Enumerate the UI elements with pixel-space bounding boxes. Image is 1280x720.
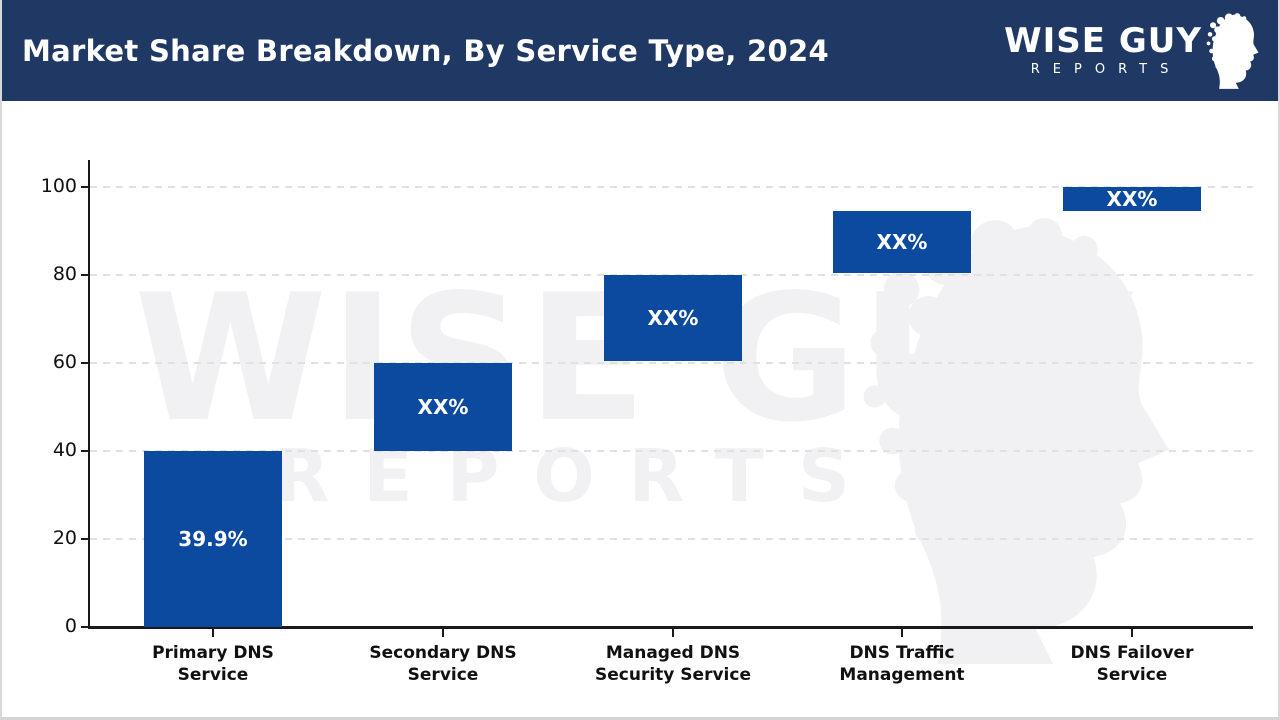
y-tick-mark [81,186,89,188]
header-bar: Market Share Breakdown, By Service Type,… [2,0,1278,101]
bar-value-label: XX% [647,305,699,330]
gridline-20 [90,538,1253,540]
bar-value-label: XX% [876,229,928,254]
y-tick-label: 40 [52,439,77,461]
watermark-face-icon [863,218,1170,664]
y-tick-mark [81,626,89,628]
x-category-label: DNS Failover Service [1070,643,1194,686]
y-tick-label: 20 [52,527,77,549]
y-axis-line [88,160,90,629]
page-title: Market Share Breakdown, By Service Type,… [22,33,829,68]
bar-value-label: XX% [1106,186,1158,211]
y-tick-mark [81,362,89,364]
gridline-60 [90,362,1253,364]
bar-1: 39.9% [144,451,282,627]
x-tick-mark [672,629,674,637]
bar-value-label: XX% [417,395,469,419]
wiseguy-logo: WISE GUY REPORTS [1004,12,1260,90]
x-tick-mark [442,629,444,637]
y-tick-mark [81,450,89,452]
bar-4: XX% [833,211,971,273]
x-category-label: Secondary DNS Service [369,643,517,686]
x-category-label: Primary DNS Service [152,643,274,686]
bar-2: XX% [374,363,512,451]
y-tick-label: 100 [40,175,77,197]
x-axis-line [88,626,1253,629]
watermark-tagline-text: REPORTS [274,434,884,518]
y-tick-label: 80 [52,263,77,285]
x-tick-mark [901,629,903,637]
logo-tagline-text: REPORTS [1030,62,1182,77]
y-tick-mark [81,538,89,540]
x-tick-mark [212,629,214,637]
y-tick-label: 0 [64,615,77,637]
x-category-label: Managed DNS Security Service [595,643,751,686]
bar-3: XX% [604,275,742,361]
y-tick-mark [81,274,89,276]
x-tick-mark [1131,629,1133,637]
logo-name-text: WISE GUY [1004,21,1202,61]
x-category-label: DNS Traffic Management [839,643,965,686]
bar-value-label: 39.9% [178,527,248,552]
face-logo-icon [1206,12,1259,89]
bar-5: XX% [1063,187,1201,211]
logo-text: WISE GUY REPORTS [1004,24,1202,77]
gridline-100 [90,186,1253,188]
gridline-40 [90,450,1253,452]
y-tick-label: 60 [52,351,77,373]
